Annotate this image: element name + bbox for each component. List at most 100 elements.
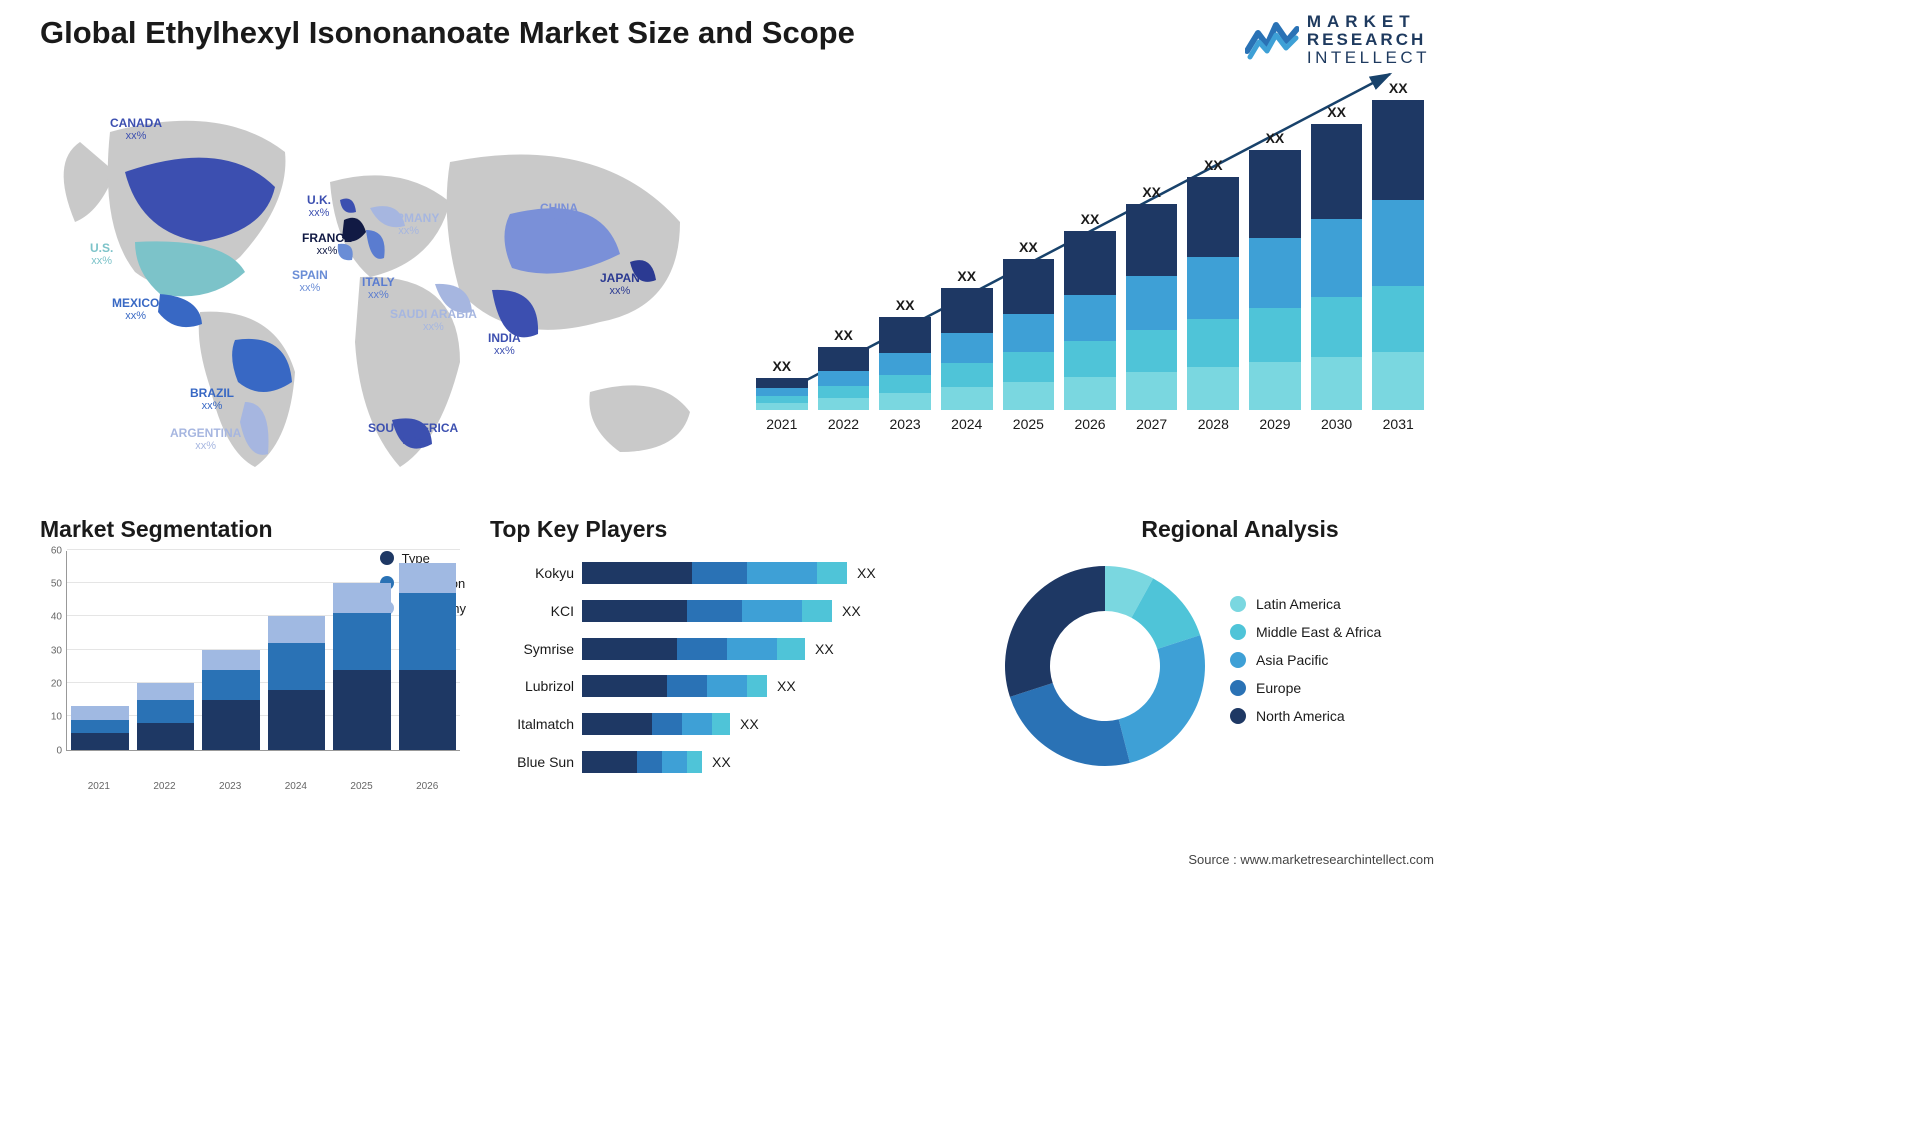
- trend-value-label: XX: [834, 327, 853, 343]
- key-player-bar: XX: [582, 751, 970, 773]
- map-country-pct: xx%: [110, 130, 162, 143]
- key-player-segment: [582, 675, 667, 697]
- trend-year-label: 2021: [766, 416, 797, 432]
- trend-segment: [1003, 352, 1055, 382]
- map-callout: U.K.xx%: [307, 194, 331, 220]
- trend-column: XX2028: [1187, 177, 1239, 432]
- trend-year-label: 2028: [1198, 416, 1229, 432]
- key-player-segment: [667, 675, 707, 697]
- map-country-name: JAPAN: [600, 271, 640, 285]
- key-player-value: XX: [815, 641, 834, 657]
- map-callout: BRAZILxx%: [190, 387, 234, 413]
- source-line: Source : www.marketresearchintellect.com: [1188, 852, 1434, 867]
- seg-year-label: 2024: [263, 781, 329, 792]
- key-player-segment: [677, 638, 727, 660]
- trend-column: XX2026: [1064, 231, 1116, 432]
- trend-value-label: XX: [1081, 211, 1100, 227]
- legend-swatch: [380, 551, 394, 565]
- segmentation-segment: [71, 720, 129, 733]
- trend-segment: [941, 363, 993, 387]
- key-player-name: Symrise: [490, 641, 574, 657]
- map-country-name: FRANCE: [302, 231, 352, 245]
- segmentation-segment: [399, 670, 457, 750]
- trend-column: XX2029: [1249, 150, 1301, 432]
- key-player-name: Kokyu: [490, 565, 574, 581]
- map-country-name: MEXICO: [112, 296, 159, 310]
- segmentation-title: Market Segmentation: [40, 516, 460, 543]
- seg-ytick: 50: [51, 578, 62, 589]
- trend-segment: [1064, 231, 1116, 295]
- donut-slice: [1119, 635, 1205, 763]
- trend-value-label: XX: [772, 358, 791, 374]
- trend-segment: [818, 398, 870, 410]
- segmentation-segment: [202, 670, 260, 700]
- trend-segment: [1311, 357, 1363, 410]
- key-player-segment: [777, 638, 805, 660]
- legend-label: Europe: [1256, 680, 1301, 696]
- trend-segment: [1003, 314, 1055, 352]
- segmentation-column: [137, 683, 195, 750]
- key-player-bar: XX: [582, 600, 970, 622]
- regional-legend-item: Europe: [1230, 680, 1381, 696]
- trend-segment: [879, 353, 931, 375]
- map-callout: JAPANxx%: [600, 272, 640, 298]
- key-player-segment: [692, 562, 747, 584]
- key-player-name: Blue Sun: [490, 754, 574, 770]
- map-country-name: ITALY: [362, 275, 395, 289]
- key-player-segment: [682, 713, 712, 735]
- map-country-name: U.K.: [307, 193, 331, 207]
- key-player-segment: [582, 751, 637, 773]
- trend-segment: [1311, 219, 1363, 297]
- key-player-segment: [747, 675, 767, 697]
- map-country-name: BRAZIL: [190, 386, 234, 400]
- segmentation-segment: [71, 706, 129, 719]
- trend-year-label: 2023: [890, 416, 921, 432]
- trend-segment: [1126, 330, 1178, 372]
- seg-year-label: 2022: [132, 781, 198, 792]
- trend-year-label: 2026: [1074, 416, 1105, 432]
- segmentation-segment: [268, 690, 326, 750]
- trend-year-label: 2025: [1013, 416, 1044, 432]
- trend-segment: [941, 387, 993, 410]
- map-country-pct: xx%: [362, 289, 395, 302]
- trend-segment: [1249, 362, 1301, 410]
- map-country-name: SPAIN: [292, 268, 328, 282]
- legend-swatch: [1230, 680, 1246, 696]
- trend-segment: [818, 347, 870, 371]
- key-player-segment: [817, 562, 847, 584]
- map-country-pct: xx%: [190, 400, 234, 413]
- segmentation-segment: [202, 700, 260, 750]
- seg-ytick: 10: [51, 712, 62, 723]
- regional-legend-item: Latin America: [1230, 596, 1381, 612]
- key-player-segment: [662, 751, 687, 773]
- trend-segment: [1372, 200, 1424, 286]
- trend-segment: [1187, 257, 1239, 319]
- segmentation-segment: [399, 563, 457, 593]
- trend-segment: [879, 375, 931, 393]
- seg-year-label: 2025: [329, 781, 395, 792]
- map-callout: ITALYxx%: [362, 276, 395, 302]
- trend-segment: [1372, 286, 1424, 352]
- trend-value-label: XX: [1204, 157, 1223, 173]
- map-country-pct: xx%: [292, 282, 328, 295]
- segmentation-column: [333, 583, 391, 750]
- key-player-name: Italmatch: [490, 716, 574, 732]
- legend-label: North America: [1256, 708, 1345, 724]
- seg-ytick: 40: [51, 612, 62, 623]
- legend-swatch: [1230, 596, 1246, 612]
- trend-segment: [818, 386, 870, 398]
- trend-segment: [941, 288, 993, 333]
- key-player-segment: [707, 675, 747, 697]
- key-players-title: Top Key Players: [490, 516, 970, 543]
- trend-year-label: 2027: [1136, 416, 1167, 432]
- map-country-name: SOUTH AFRICA: [368, 421, 458, 435]
- trend-year-label: 2029: [1259, 416, 1290, 432]
- map-callout: SAUDI ARABIAxx%: [390, 308, 477, 334]
- legend-label: Middle East & Africa: [1256, 624, 1381, 640]
- regional-title: Regional Analysis: [1000, 516, 1480, 543]
- map-callout: INDIAxx%: [488, 332, 521, 358]
- map-country-pct: xx%: [302, 245, 352, 258]
- key-player-segment: [582, 638, 677, 660]
- trend-segment: [1064, 295, 1116, 341]
- map-country-pct: xx%: [170, 440, 241, 453]
